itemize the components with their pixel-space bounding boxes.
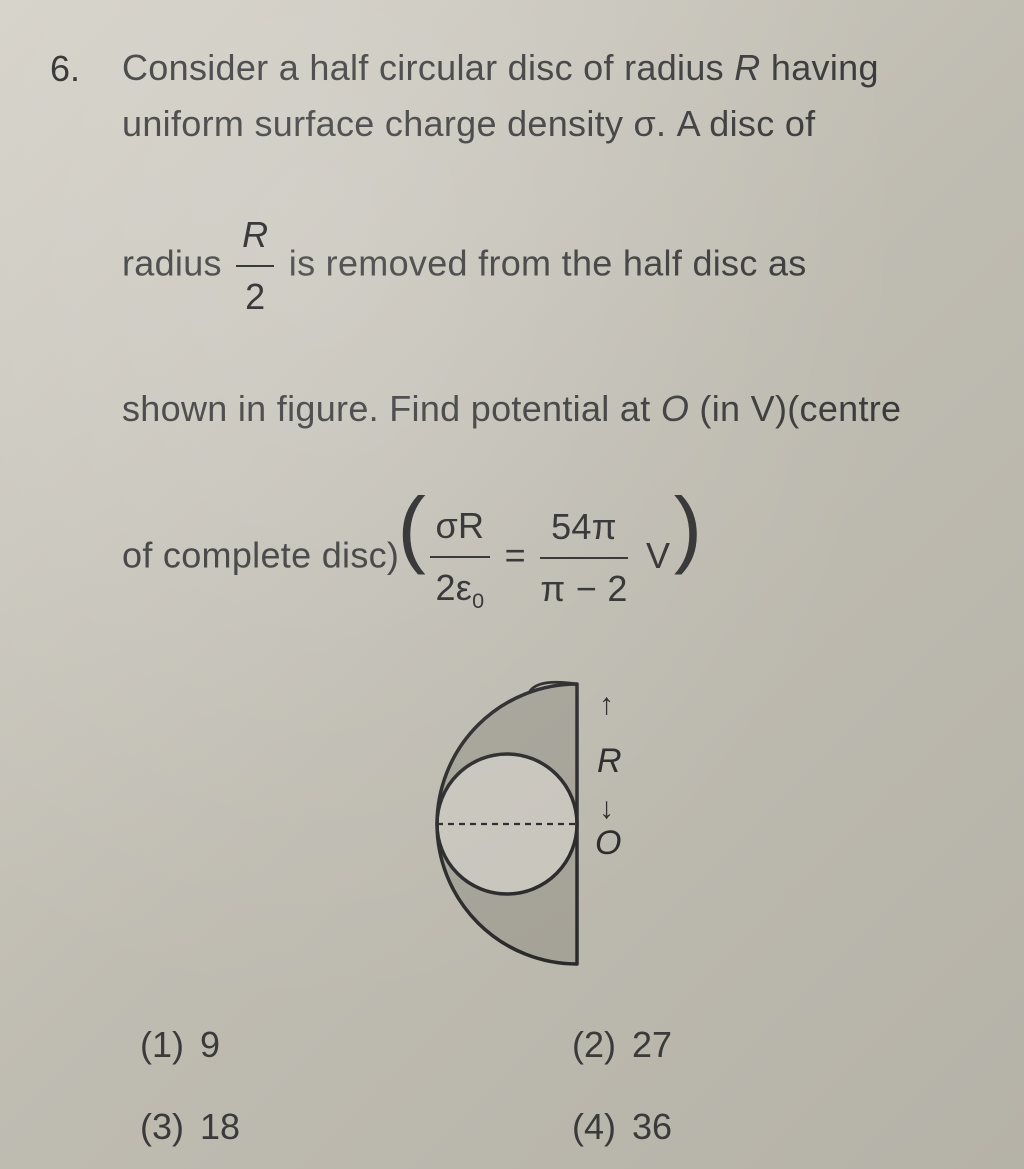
variable-O: O — [661, 388, 689, 429]
option-text: 27 — [632, 1024, 672, 1066]
option-2[interactable]: (2) 27 — [572, 1024, 964, 1066]
option-number: (2) — [572, 1024, 616, 1066]
text: shown in figure. Find potential at — [122, 388, 661, 429]
question-text: Consider a half circular disc of radius … — [122, 40, 964, 624]
option-number: (3) — [140, 1106, 184, 1148]
denominator: π − 2 — [540, 559, 627, 617]
text: is removed from the half disc as — [289, 243, 807, 284]
text: (in V)(centre — [689, 388, 901, 429]
option-text: 18 — [200, 1106, 240, 1148]
option-3[interactable]: (3) 18 — [140, 1106, 532, 1148]
text: radius — [122, 243, 232, 284]
denominator: 2 — [236, 267, 274, 325]
option-4[interactable]: (4) 36 — [572, 1106, 964, 1148]
option-text: 36 — [632, 1106, 672, 1148]
option-number: (1) — [140, 1024, 184, 1066]
svg-text:O: O — [595, 824, 621, 862]
text: uniform surface charge density σ. A disc… — [122, 103, 815, 144]
unit-V: V — [646, 535, 670, 576]
svg-text:R: R — [597, 742, 622, 780]
figure-half-disc: ↑ R ↓O — [90, 654, 964, 994]
svg-text:↓: ↓ — [599, 792, 614, 825]
paren-left: ( — [398, 486, 427, 571]
option-number: (4) — [572, 1106, 616, 1148]
fraction-R-over-2: R 2 — [236, 207, 274, 325]
option-text: 9 — [200, 1024, 220, 1066]
equals: = — [505, 535, 537, 576]
options-grid: (1) 9 (2) 27 (3) 18 (4) 36 — [140, 1024, 964, 1148]
paren-right: ) — [674, 486, 703, 571]
text: of complete disc) — [122, 535, 399, 576]
numerator: 54π — [540, 499, 627, 559]
numerator: σR — [430, 498, 491, 558]
option-1[interactable]: (1) 9 — [140, 1024, 532, 1066]
numerator: R — [236, 207, 274, 267]
text: having — [761, 47, 879, 88]
fraction-sigmaR: σR 2ε0 — [430, 498, 491, 617]
text: 2ε — [435, 567, 472, 608]
variable-R: R — [734, 47, 760, 88]
diagram-svg: ↑ R ↓O — [337, 654, 717, 994]
subscript: 0 — [472, 588, 484, 613]
given-equation: ( σR 2ε0 = 54π π − 2 V ) — [414, 492, 683, 623]
denominator: 2ε0 — [430, 558, 491, 618]
fraction-54pi: 54π π − 2 — [540, 499, 627, 617]
svg-text:↑: ↑ — [599, 688, 614, 721]
question-number: 6. — [50, 48, 80, 90]
text: Consider a half circular disc of radius — [122, 47, 734, 88]
